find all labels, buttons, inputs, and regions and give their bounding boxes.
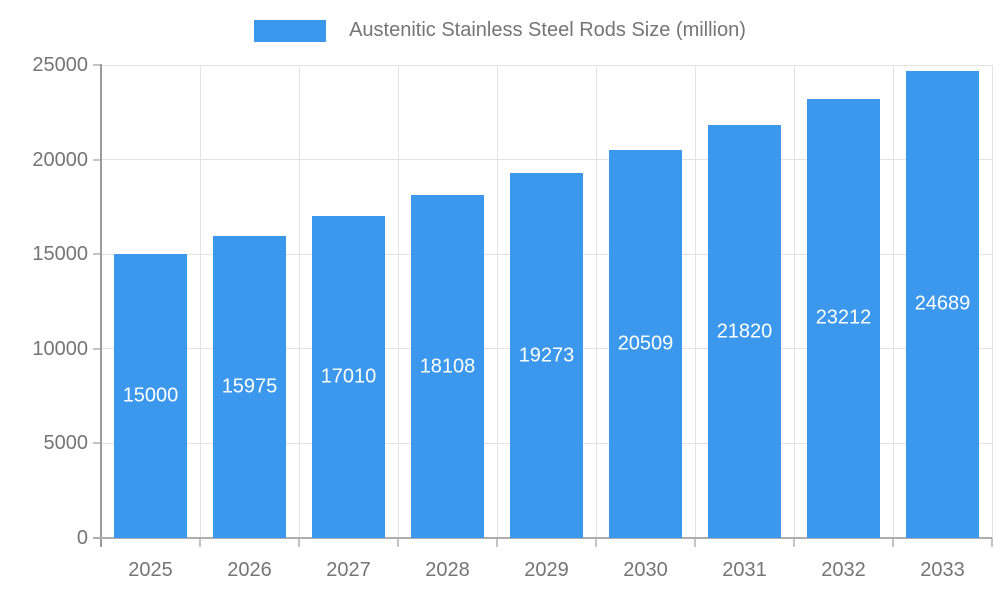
bar[interactable] <box>510 173 583 538</box>
y-tick-label: 20000 <box>32 148 88 171</box>
bar-value-label: 15975 <box>221 375 278 398</box>
x-tick-mark <box>694 538 696 547</box>
x-tick-label: 2028 <box>425 559 470 581</box>
gridline-vertical <box>496 65 498 538</box>
x-tick-mark <box>397 538 399 547</box>
bar-value-label: 21820 <box>716 320 773 343</box>
bar-value-label: 17010 <box>320 365 377 388</box>
x-tick-mark <box>199 538 201 547</box>
y-tick-label: 25000 <box>32 54 88 76</box>
x-tick-mark <box>991 538 993 547</box>
gridline-vertical <box>892 65 894 538</box>
bar[interactable] <box>411 195 484 538</box>
x-tick-label: 2031 <box>722 559 767 581</box>
bar[interactable] <box>708 125 781 538</box>
x-tick-label: 2032 <box>821 559 866 581</box>
y-axis-line <box>100 64 102 547</box>
bar-value-label: 15000 <box>122 384 179 407</box>
x-tick-label: 2030 <box>623 559 668 581</box>
gridline-vertical <box>991 65 993 538</box>
gridline-vertical <box>793 65 795 538</box>
gridline-horizontal <box>101 159 992 161</box>
bar[interactable] <box>906 70 979 538</box>
y-tick-mark <box>93 253 101 256</box>
legend-label: Austenitic Stainless Steel Rods Size (mi… <box>349 19 746 41</box>
gridline-horizontal <box>101 64 992 66</box>
x-tick-mark <box>496 538 498 547</box>
bar-value-label: 20509 <box>617 332 674 355</box>
x-tick-mark <box>892 538 894 547</box>
bar-value-label: 18108 <box>419 355 476 378</box>
legend[interactable]: Austenitic Stainless Steel Rods Size (mi… <box>0 19 1000 42</box>
x-tick-label: 2025 <box>128 559 173 581</box>
bar[interactable] <box>609 149 682 538</box>
gridline-vertical <box>397 65 399 538</box>
x-tick-label: 2026 <box>227 559 272 581</box>
y-tick-mark <box>93 158 101 161</box>
bar-value-label: 23212 <box>815 306 872 329</box>
bar-value-label: 24689 <box>914 292 971 315</box>
legend-swatch[interactable] <box>254 19 327 42</box>
bar[interactable] <box>807 98 880 538</box>
x-tick-mark <box>595 538 597 547</box>
y-tick-label: 15000 <box>32 243 88 266</box>
bar[interactable] <box>114 254 187 538</box>
y-tick-mark <box>93 64 101 66</box>
y-tick-label: 10000 <box>32 337 88 360</box>
x-axis-line <box>93 537 992 539</box>
y-tick-label: 0 <box>76 527 88 549</box>
x-tick-label: 2029 <box>524 559 569 581</box>
y-tick-mark <box>93 442 101 445</box>
gridline-vertical <box>298 65 300 538</box>
gridline-vertical <box>595 65 597 538</box>
gridline-vertical <box>694 65 696 538</box>
y-tick-mark <box>93 347 101 350</box>
bar[interactable] <box>312 216 385 538</box>
y-tick-label: 5000 <box>43 432 89 455</box>
x-tick-label: 2033 <box>920 559 965 581</box>
x-tick-label: 2027 <box>326 559 371 581</box>
x-tick-mark <box>298 538 300 547</box>
bar[interactable] <box>213 235 286 538</box>
bar-value-label: 19273 <box>518 344 575 367</box>
x-tick-mark <box>793 538 795 547</box>
gridline-vertical <box>199 65 201 538</box>
